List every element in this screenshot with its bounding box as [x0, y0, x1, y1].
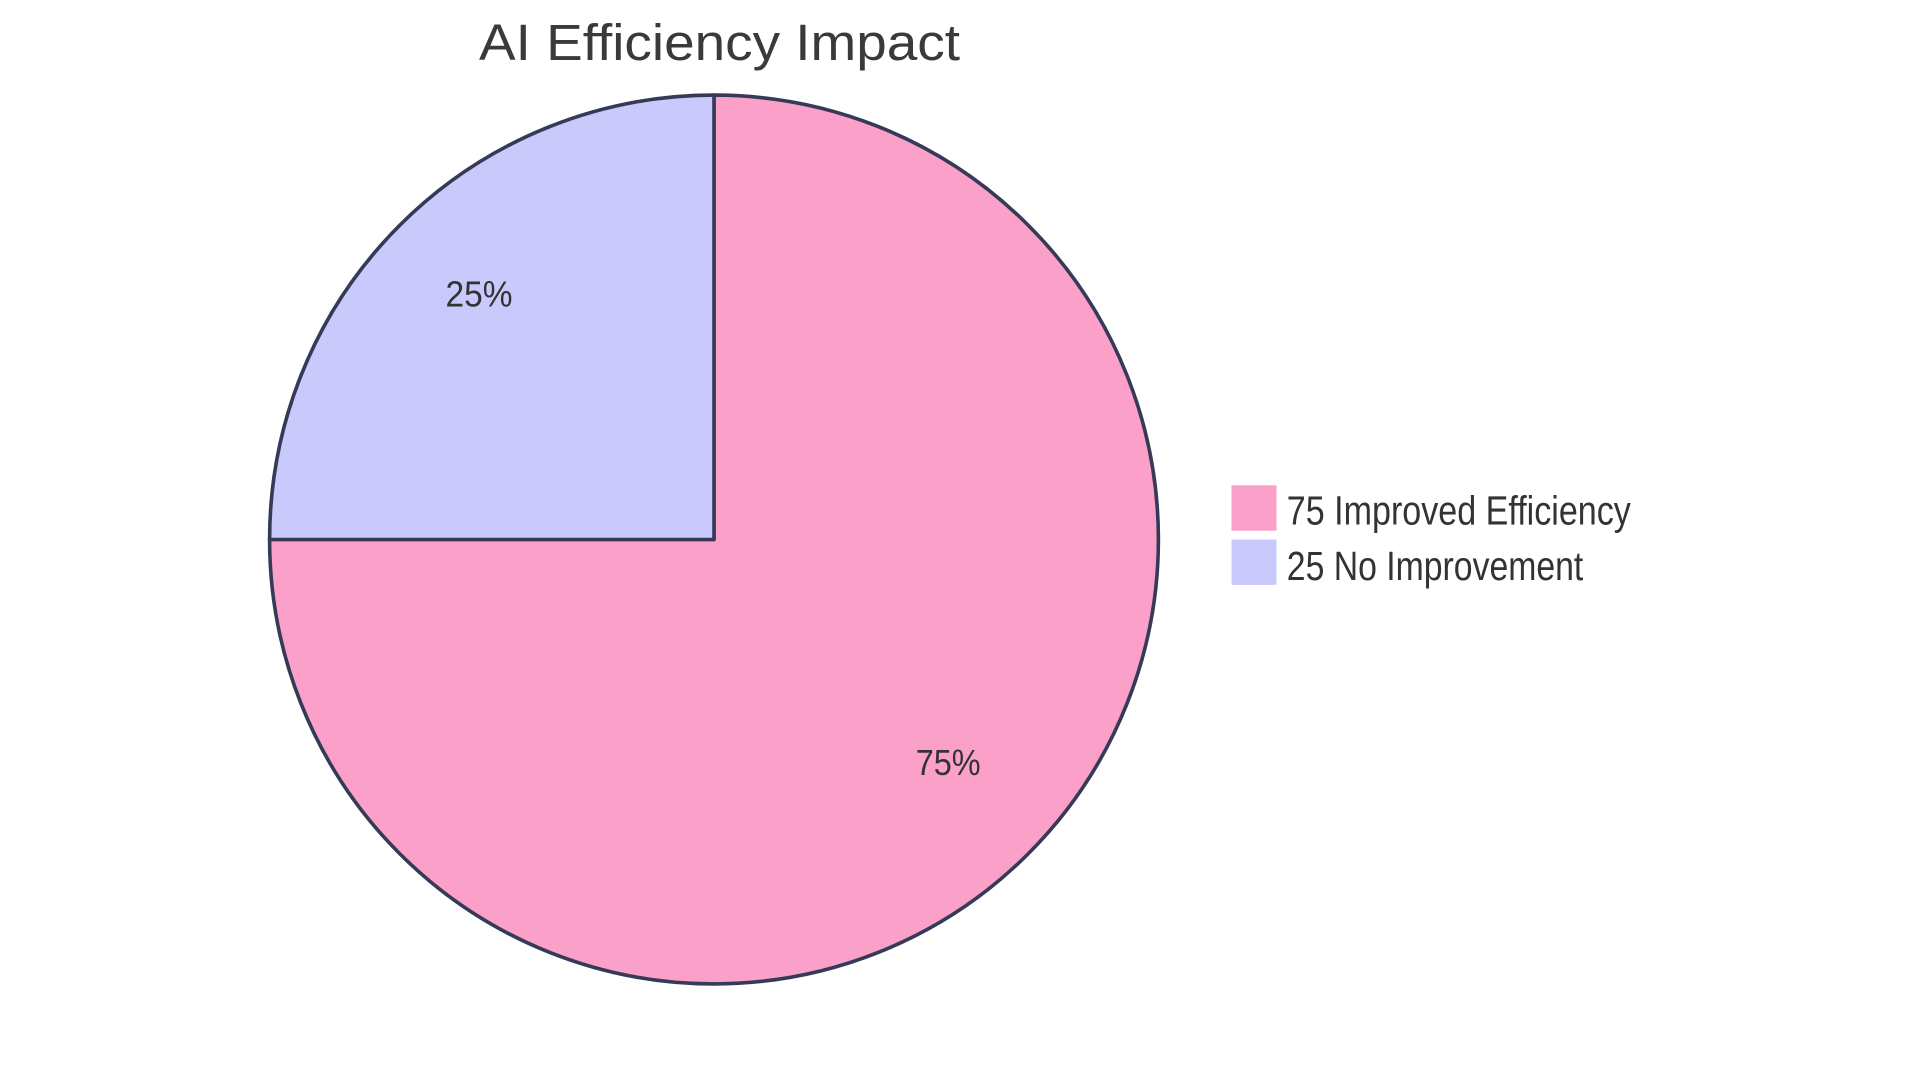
svg-text:25%: 25%: [446, 273, 513, 314]
svg-text:75%: 75%: [916, 742, 981, 783]
svg-text:AI Efficiency Impact: AI Efficiency Impact: [479, 14, 960, 71]
svg-text:25 No Improvement: 25 No Improvement: [1287, 543, 1584, 589]
svg-text:75 Improved Efficiency: 75 Improved Efficiency: [1287, 487, 1632, 533]
